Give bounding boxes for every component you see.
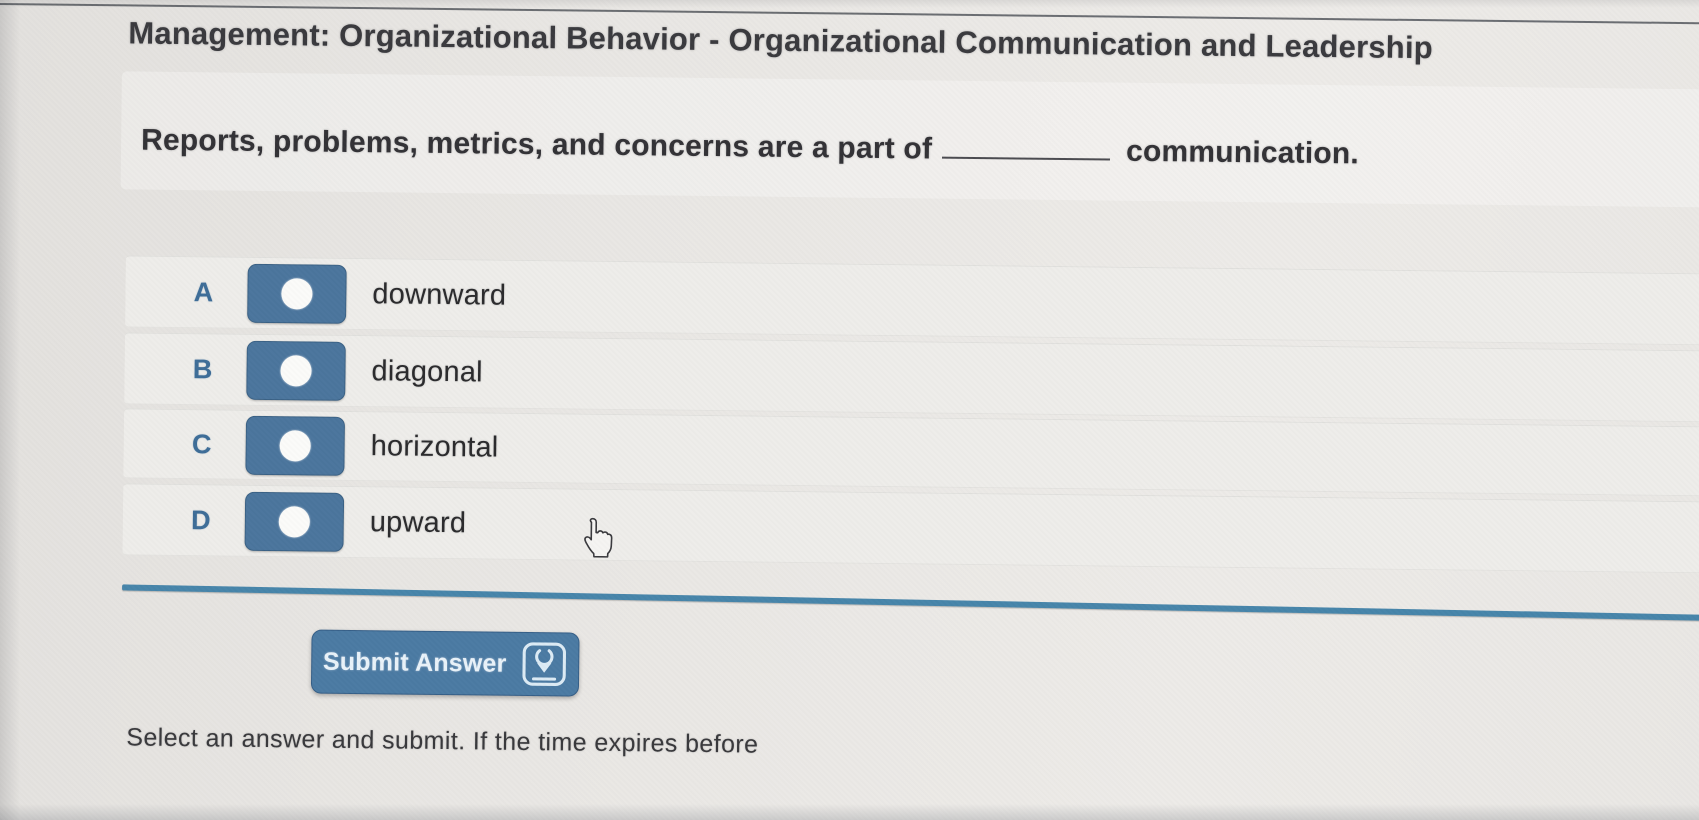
radio-button-a[interactable] — [247, 263, 347, 324]
radio-button-b[interactable] — [246, 340, 346, 401]
footer-note: Select an answer and submit. If the time… — [126, 723, 759, 759]
radio-button-d[interactable] — [244, 491, 345, 552]
question-blank — [942, 126, 1111, 161]
option-row-b[interactable]: B diagonal — [124, 332, 1699, 424]
option-label: diagonal — [371, 354, 483, 388]
radio-dot-icon — [281, 277, 313, 310]
option-row-d[interactable]: D upward — [122, 483, 1699, 575]
page-title: Management: Organizational Behavior - Or… — [128, 15, 1434, 66]
divider-line — [122, 584, 1699, 624]
option-letter: D — [190, 504, 211, 535]
submit-answer-label: Submit Answer — [322, 647, 507, 678]
question-before-blank: Reports, problems, metrics, and concerns… — [140, 123, 933, 166]
radio-dot-icon — [280, 354, 312, 387]
submit-answer-button[interactable]: Submit Answer — [310, 629, 580, 697]
option-row-a[interactable]: A downward — [125, 255, 1699, 347]
question-text: Reports, problems, metrics, and concerns… — [141, 118, 1359, 172]
option-letter: C — [191, 428, 212, 459]
radio-button-c[interactable] — [245, 415, 346, 476]
option-letter: B — [192, 353, 213, 384]
radio-dot-icon — [278, 505, 311, 538]
question-panel: Reports, problems, metrics, and concerns… — [120, 71, 1699, 209]
option-row-c[interactable]: C horizontal — [123, 408, 1699, 498]
radio-dot-icon — [279, 429, 311, 462]
option-label: downward — [372, 277, 507, 312]
option-label: upward — [369, 505, 467, 539]
question-after-blank: communication. — [1125, 134, 1360, 171]
option-label: horizontal — [370, 429, 499, 464]
option-letter: A — [193, 276, 214, 307]
submit-download-icon — [522, 642, 567, 686]
